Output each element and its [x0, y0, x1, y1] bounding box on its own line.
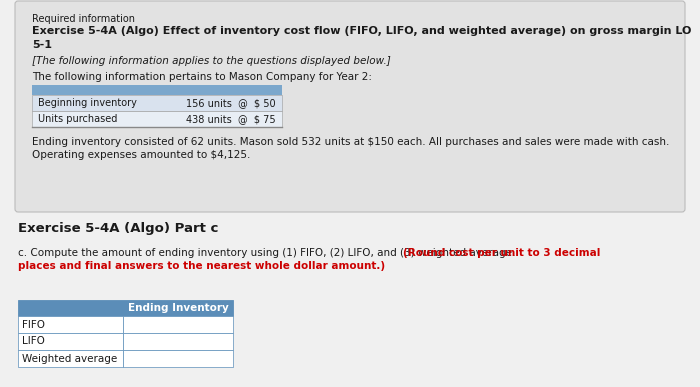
Bar [123, 350, 233, 367]
Text: Ending Inventory: Ending Inventory [127, 303, 228, 313]
Bar [32, 85, 282, 95]
Text: [The following information applies to the questions displayed below.]: [The following information applies to th… [32, 56, 391, 66]
Text: Exercise 5-4A (Algo) Part c: Exercise 5-4A (Algo) Part c [18, 222, 218, 235]
Text: c. Compute the amount of ending inventory using (1) FIFO, (2) LIFO, and (3) weig: c. Compute the amount of ending inventor… [18, 248, 519, 258]
Text: Operating expenses amounted to $4,125.: Operating expenses amounted to $4,125. [32, 150, 251, 160]
Bar [123, 333, 233, 350]
Text: Units purchased: Units purchased [38, 114, 118, 124]
Text: 156 units  @  $ 50: 156 units @ $ 50 [186, 98, 276, 108]
Bar [18, 316, 123, 333]
Text: FIFO: FIFO [22, 320, 45, 329]
Text: Exercise 5-4A (Algo) Effect of inventory cost flow (FIFO, LIFO, and weighted ave: Exercise 5-4A (Algo) Effect of inventory… [32, 26, 692, 36]
Bar [18, 246, 698, 286]
Text: LIFO: LIFO [22, 337, 45, 346]
Bar [18, 300, 233, 316]
Text: c. Compute the amount of ending inventory using (1) FIFO, (2) LIFO, and (3) weig: c. Compute the amount of ending inventor… [18, 248, 693, 258]
Text: Weighted average: Weighted average [22, 353, 118, 363]
Text: places and final answers to the nearest whole dollar amount.): places and final answers to the nearest … [18, 261, 385, 271]
Text: (Round cost per unit to 3 decimal: (Round cost per unit to 3 decimal [402, 248, 600, 258]
Bar [32, 111, 282, 127]
Text: The following information pertains to Mason Company for Year 2:: The following information pertains to Ma… [32, 72, 372, 82]
Bar [32, 95, 282, 111]
Bar [18, 350, 123, 367]
Bar [18, 333, 123, 350]
Text: c. Compute the amount of ending inventory using (1) FIFO, (2) LIFO, and (3) weig: c. Compute the amount of ending inventor… [18, 248, 693, 258]
Text: c. Compute the amount of ending inventory using (1) FIFO, (2) LIFO, and (3) weig: c. Compute the amount of ending inventor… [18, 248, 519, 258]
Bar [123, 316, 233, 333]
Text: Beginning inventory: Beginning inventory [38, 98, 137, 108]
Text: 438 units  @  $ 75: 438 units @ $ 75 [186, 114, 276, 124]
FancyBboxPatch shape [15, 1, 685, 212]
Text: 5-1: 5-1 [32, 40, 52, 50]
Text: Ending inventory consisted of 62 units. Mason sold 532 units at $150 each. All p: Ending inventory consisted of 62 units. … [32, 137, 669, 147]
Text: Required information: Required information [32, 14, 135, 24]
